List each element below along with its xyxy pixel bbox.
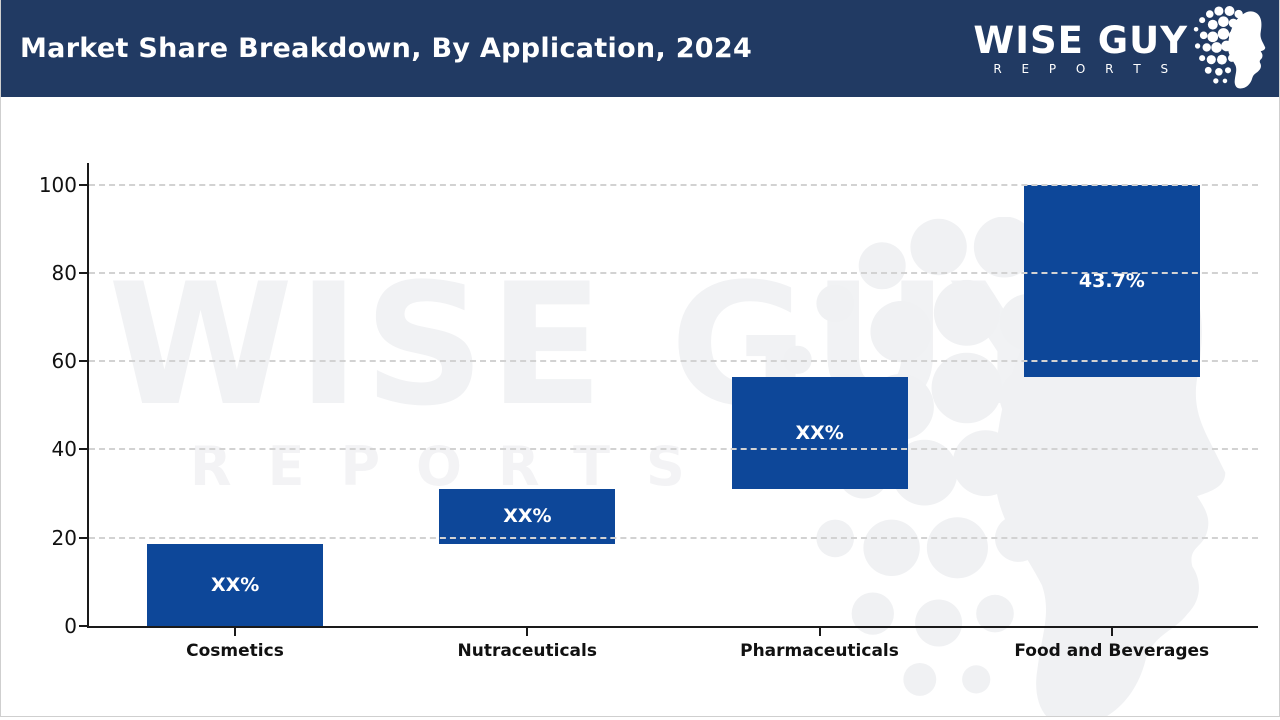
x-tick-label-nutraceuticals: Nutraceuticals bbox=[457, 641, 597, 661]
x-tick-label-food-and-beverages: Food and Beverages bbox=[1014, 641, 1210, 661]
x-tick-mark-cosmetics bbox=[234, 628, 237, 636]
bar-label-pharmaceuticals: XX% bbox=[795, 422, 844, 445]
page-title: Market Share Breakdown, By Application, … bbox=[20, 33, 753, 64]
y-axis bbox=[87, 163, 89, 628]
x-tick-label-cosmetics: Cosmetics bbox=[186, 641, 284, 661]
watermark-brand-subtitle: REPORTS bbox=[190, 435, 721, 498]
y-tick-mark-0 bbox=[79, 625, 87, 627]
header-bar: Market Share Breakdown, By Application, … bbox=[0, 0, 1280, 97]
y-tick-label-40: 40 bbox=[51, 437, 77, 462]
bar-pharmaceuticals: XX% bbox=[731, 377, 908, 490]
y-tick-label-100: 100 bbox=[38, 172, 77, 197]
y-tick-mark-20 bbox=[79, 536, 87, 539]
bar-label-cosmetics: XX% bbox=[210, 573, 260, 596]
grid-line-20 bbox=[89, 536, 1258, 539]
x-tick-mark-pharmaceuticals bbox=[818, 628, 821, 636]
grid-line-100 bbox=[89, 183, 1258, 186]
y-tick-label-80: 80 bbox=[51, 260, 77, 285]
x-tick-label-pharmaceuticals: Pharmaceuticals bbox=[740, 641, 899, 661]
grid-line-40 bbox=[89, 448, 1258, 451]
y-tick-mark-40 bbox=[79, 448, 87, 451]
brand-logo: WISE GUY R E P O R T S bbox=[973, 5, 1280, 92]
bar-label-food-and-beverages: 43.7% bbox=[1078, 269, 1145, 292]
grid-line-80 bbox=[89, 271, 1258, 274]
x-tick-mark-nutraceuticals bbox=[526, 628, 529, 636]
x-tick-mark-food-and-beverages bbox=[1110, 628, 1113, 636]
bar-cosmetics: XX% bbox=[147, 543, 324, 626]
dotted-face-icon bbox=[1190, 5, 1266, 92]
y-tick-mark-60 bbox=[79, 360, 87, 363]
brand-name: WISE GUY bbox=[973, 19, 1188, 62]
y-tick-label-60: 60 bbox=[51, 349, 77, 374]
bar-nutraceuticals: XX% bbox=[439, 489, 616, 544]
y-tick-label-0: 0 bbox=[64, 614, 77, 638]
bar-label-nutraceuticals: XX% bbox=[503, 505, 552, 528]
x-axis bbox=[87, 626, 1258, 628]
grid-line-60 bbox=[89, 360, 1258, 363]
brand-logo-text: WISE GUY R E P O R T S bbox=[973, 22, 1188, 75]
brand-subtitle: R E P O R T S bbox=[993, 62, 1177, 76]
chart-plot-area: 0 20 40 60 80 100 XX% Cosmetics XX% Nutraceutical… bbox=[39, 163, 1258, 661]
bar-food-and-beverages: 43.7% bbox=[1023, 184, 1200, 378]
y-tick-mark-100 bbox=[79, 183, 87, 186]
y-tick-mark-80 bbox=[79, 271, 87, 274]
y-tick-label-20: 20 bbox=[51, 525, 77, 550]
